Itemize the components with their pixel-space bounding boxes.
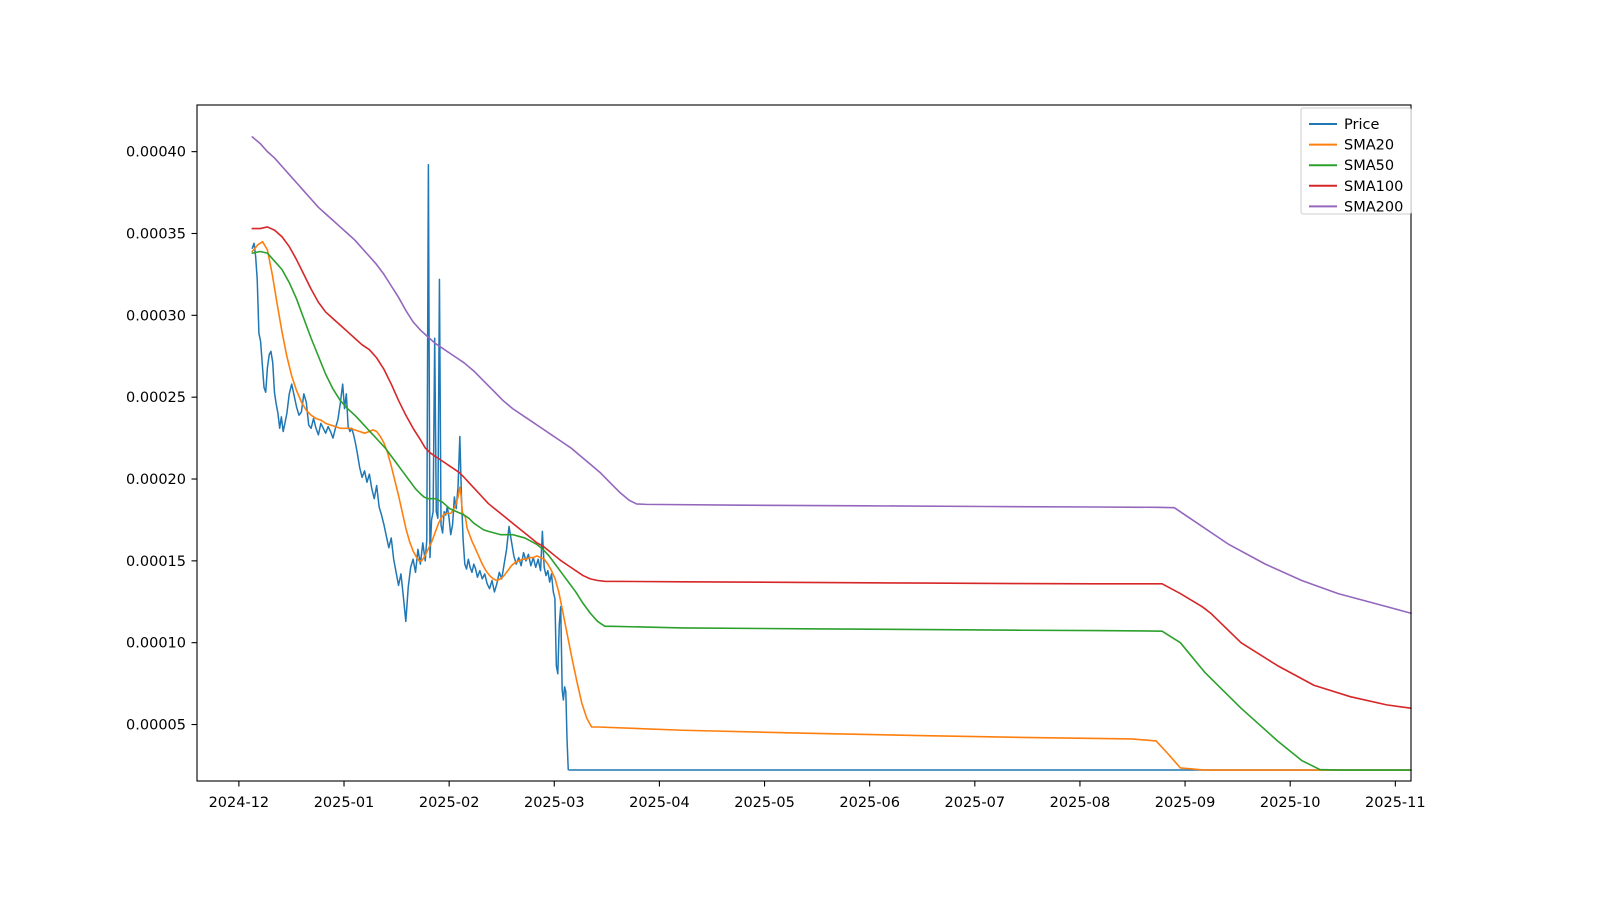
x-tick-label: 2025-04: [629, 795, 690, 811]
data-series-group: [251, 136, 1412, 771]
y-tick-label: 0.00005: [126, 718, 186, 734]
legend-label-price: Price: [1344, 117, 1379, 133]
x-tick-label: 2025-01: [314, 795, 375, 811]
y-tick-label: 0.00035: [126, 226, 186, 242]
legend-label-sma20: SMA20: [1344, 138, 1394, 154]
plot-area-background: [197, 105, 1411, 781]
x-axis-ticks: 2024-12 2025-01 2025-02 2025-03 2025-04 2025-…: [209, 781, 1426, 811]
y-tick-label: 0.00030: [126, 308, 186, 324]
y-tick-label: 0.00025: [126, 390, 186, 406]
x-tick-label: 2025-07: [945, 795, 1006, 811]
series-line-sma50: [251, 250, 1412, 771]
series-line-sma100: [251, 226, 1412, 709]
y-tick-label: 0.00015: [126, 554, 186, 570]
legend-label-sma200: SMA200: [1344, 199, 1403, 215]
x-tick-label: 2025-03: [524, 795, 585, 811]
chart-legend: Price SMA20 SMA50 SMA100 SMA200: [1300, 107, 1412, 215]
axes-frame: [196, 104, 1412, 782]
series-line-sma20: [251, 240, 1412, 771]
legend-label-sma50: SMA50: [1344, 158, 1394, 174]
x-tick-label: 2025-10: [1260, 795, 1321, 811]
x-tick-label: 2025-11: [1365, 795, 1426, 811]
series-line-price: [251, 163, 1412, 771]
legend-background: [1300, 107, 1412, 215]
x-tick-label: 2025-05: [734, 795, 795, 811]
x-tick-label: 2025-06: [839, 795, 900, 811]
x-tick-label: 2025-02: [419, 795, 480, 811]
series-line-sma200: [251, 136, 1412, 615]
x-tick-label: 2024-12: [209, 795, 270, 811]
y-tick-label: 0.00010: [126, 636, 186, 652]
y-axis-ticks: 0.00005 0.00010 0.00015 0.00020 0.00025 0.000…: [126, 145, 197, 734]
x-tick-label: 2025-08: [1050, 795, 1111, 811]
y-tick-label: 0.00020: [126, 472, 186, 488]
y-tick-label: 0.00040: [126, 145, 186, 161]
x-tick-label: 2025-09: [1155, 795, 1216, 811]
legend-label-sma100: SMA100: [1344, 179, 1403, 195]
